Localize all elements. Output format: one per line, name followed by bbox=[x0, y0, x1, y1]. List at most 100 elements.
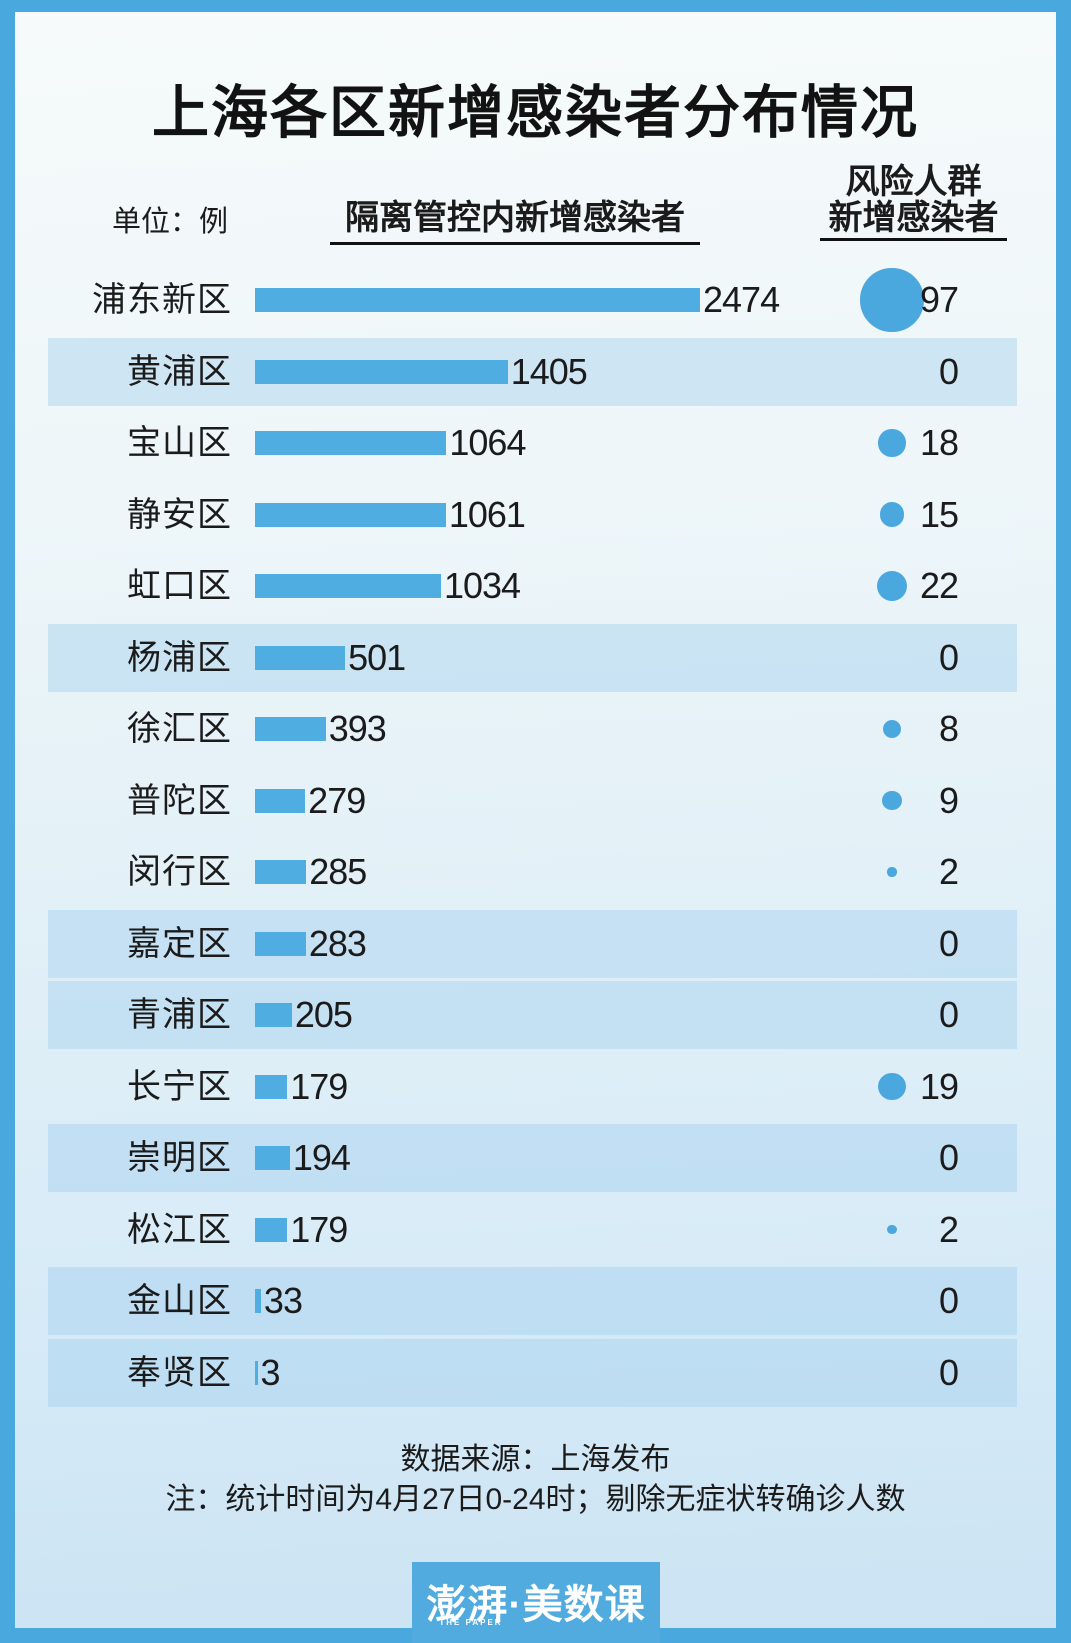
column-header-risk-line1: 风险人群 bbox=[845, 163, 982, 201]
district-row: 崇明区 194 0 bbox=[48, 1124, 1017, 1192]
quarantine-bar bbox=[255, 1003, 292, 1027]
district-row: 黄浦区 1405 0 bbox=[48, 337, 1017, 406]
district-row: 浦东新区 2474 97 bbox=[48, 266, 1017, 334]
district-label: 嘉定区 bbox=[127, 924, 232, 963]
risk-value: 0 bbox=[938, 1137, 959, 1178]
risk-circle bbox=[882, 790, 902, 811]
district-label: 金山区 bbox=[127, 1282, 232, 1320]
quarantine-bar bbox=[255, 1217, 288, 1242]
risk-circle bbox=[876, 570, 907, 601]
risk-value: 97 bbox=[919, 279, 959, 320]
district-row: 虹口区 1034 22 bbox=[48, 552, 1017, 620]
quarantine-bar bbox=[255, 1074, 288, 1099]
quarantine-value: 1061 bbox=[448, 493, 526, 535]
district-label: 虹口区 bbox=[127, 567, 232, 605]
quarantine-bar bbox=[255, 860, 307, 884]
quarantine-bar bbox=[255, 1146, 290, 1170]
quarantine-value: 205 bbox=[294, 994, 353, 1035]
risk-value: 2 bbox=[938, 1208, 959, 1250]
district-label: 徐汇区 bbox=[127, 710, 232, 748]
quarantine-bar bbox=[255, 502, 446, 527]
district-row: 闵行区 285 2 bbox=[48, 838, 1017, 906]
quarantine-bar bbox=[255, 645, 346, 670]
district-label: 崇明区 bbox=[127, 1139, 232, 1177]
risk-value: 18 bbox=[919, 422, 959, 463]
district-row: 宝山区 1064 18 bbox=[48, 409, 1017, 477]
risk-value: 9 bbox=[938, 779, 959, 821]
risk-circle bbox=[887, 1224, 897, 1235]
risk-value: 0 bbox=[938, 1351, 959, 1393]
quarantine-value: 285 bbox=[309, 851, 367, 892]
risk-value: 15 bbox=[919, 493, 959, 535]
district-row: 松江区 179 2 bbox=[48, 1196, 1017, 1264]
district-label: 普陀区 bbox=[127, 781, 232, 820]
district-row: 杨浦区 501 0 bbox=[48, 623, 1017, 692]
unit-label: 单位：例 bbox=[112, 206, 229, 238]
risk-value: 0 bbox=[938, 994, 959, 1035]
risk-value: 2 bbox=[938, 851, 959, 892]
risk-circle bbox=[878, 429, 906, 457]
risk-circle bbox=[882, 719, 902, 739]
quarantine-value: 33 bbox=[263, 1280, 303, 1321]
quarantine-bar bbox=[255, 1360, 258, 1385]
quarantine-value: 179 bbox=[290, 1208, 348, 1250]
page-title: 上海各区新增感染者分布情况 bbox=[152, 81, 919, 145]
quarantine-value: 279 bbox=[308, 779, 366, 821]
risk-value: 0 bbox=[938, 922, 959, 964]
risk-circle bbox=[878, 1072, 906, 1101]
risk-value: 0 bbox=[938, 350, 959, 392]
district-label: 杨浦区 bbox=[127, 638, 232, 677]
column-header-quarantine: 隔离管控内新增感染者 bbox=[330, 198, 700, 245]
risk-circle bbox=[887, 867, 897, 877]
district-label: 静安区 bbox=[127, 495, 232, 534]
column-header-risk-line2: 新增感染者 bbox=[828, 199, 999, 237]
quarantine-value: 1405 bbox=[510, 350, 588, 392]
risk-value: 19 bbox=[919, 1065, 959, 1107]
district-label: 奉贤区 bbox=[127, 1353, 232, 1392]
district-label: 青浦区 bbox=[127, 996, 232, 1034]
publisher-logo: 澎湃·美数课 THE PAPER bbox=[412, 1562, 660, 1643]
publisher-logo-subtext: THE PAPER bbox=[439, 1618, 503, 1627]
district-label: 浦东新区 bbox=[92, 281, 232, 319]
district-row: 嘉定区 283 0 bbox=[48, 909, 1017, 978]
district-row: 静安区 1061 15 bbox=[48, 481, 1017, 549]
quarantine-bar bbox=[255, 359, 508, 384]
quarantine-bar bbox=[255, 288, 700, 312]
district-label: 长宁区 bbox=[127, 1067, 232, 1106]
column-header-risk: 风险人群 新增感染者 bbox=[820, 164, 1007, 241]
infographic-content: 上海各区新增感染者分布情况 单位：例 隔离管控内新增感染者 风险人群 新增感染者… bbox=[15, 12, 1056, 1628]
quarantine-value: 393 bbox=[328, 708, 387, 749]
district-label: 闵行区 bbox=[127, 853, 232, 891]
risk-value: 0 bbox=[938, 636, 959, 678]
district-row: 徐汇区 393 8 bbox=[48, 695, 1017, 763]
quarantine-value: 2474 bbox=[703, 279, 780, 320]
district-label: 宝山区 bbox=[127, 424, 232, 462]
quarantine-bar bbox=[255, 931, 306, 956]
risk-circle bbox=[860, 268, 924, 332]
footnote: 注：统计时间为4月27日0-24时；剔除无症状转确诊人数 bbox=[165, 1483, 906, 1516]
quarantine-bar bbox=[255, 717, 326, 741]
quarantine-value: 501 bbox=[348, 636, 406, 678]
risk-circle bbox=[879, 502, 905, 527]
quarantine-value: 179 bbox=[290, 1065, 348, 1107]
quarantine-bar bbox=[255, 574, 441, 598]
district-row: 奉贤区 3 0 bbox=[48, 1338, 1017, 1407]
quarantine-value: 283 bbox=[308, 922, 367, 964]
quarantine-value: 1034 bbox=[443, 565, 521, 606]
quarantine-bar bbox=[255, 788, 306, 813]
quarantine-value: 194 bbox=[292, 1137, 351, 1178]
district-label: 松江区 bbox=[127, 1210, 232, 1249]
risk-value: 0 bbox=[938, 1280, 959, 1321]
district-row: 普陀区 279 9 bbox=[48, 767, 1017, 835]
quarantine-value: 1064 bbox=[449, 422, 526, 463]
quarantine-value: 3 bbox=[260, 1351, 281, 1393]
district-row: 长宁区 179 19 bbox=[48, 1053, 1017, 1121]
data-source: 数据来源：上海发布 bbox=[400, 1443, 671, 1476]
district-row: 金山区 33 0 bbox=[48, 1267, 1017, 1335]
district-row: 青浦区 205 0 bbox=[48, 981, 1017, 1049]
rows: 浦东新区 2474 97 黄浦区 1405 0 宝山区 1064 18 静安区 … bbox=[48, 266, 1017, 1407]
quarantine-bar bbox=[255, 431, 447, 455]
risk-value: 8 bbox=[938, 708, 959, 749]
district-label: 黄浦区 bbox=[127, 352, 232, 391]
